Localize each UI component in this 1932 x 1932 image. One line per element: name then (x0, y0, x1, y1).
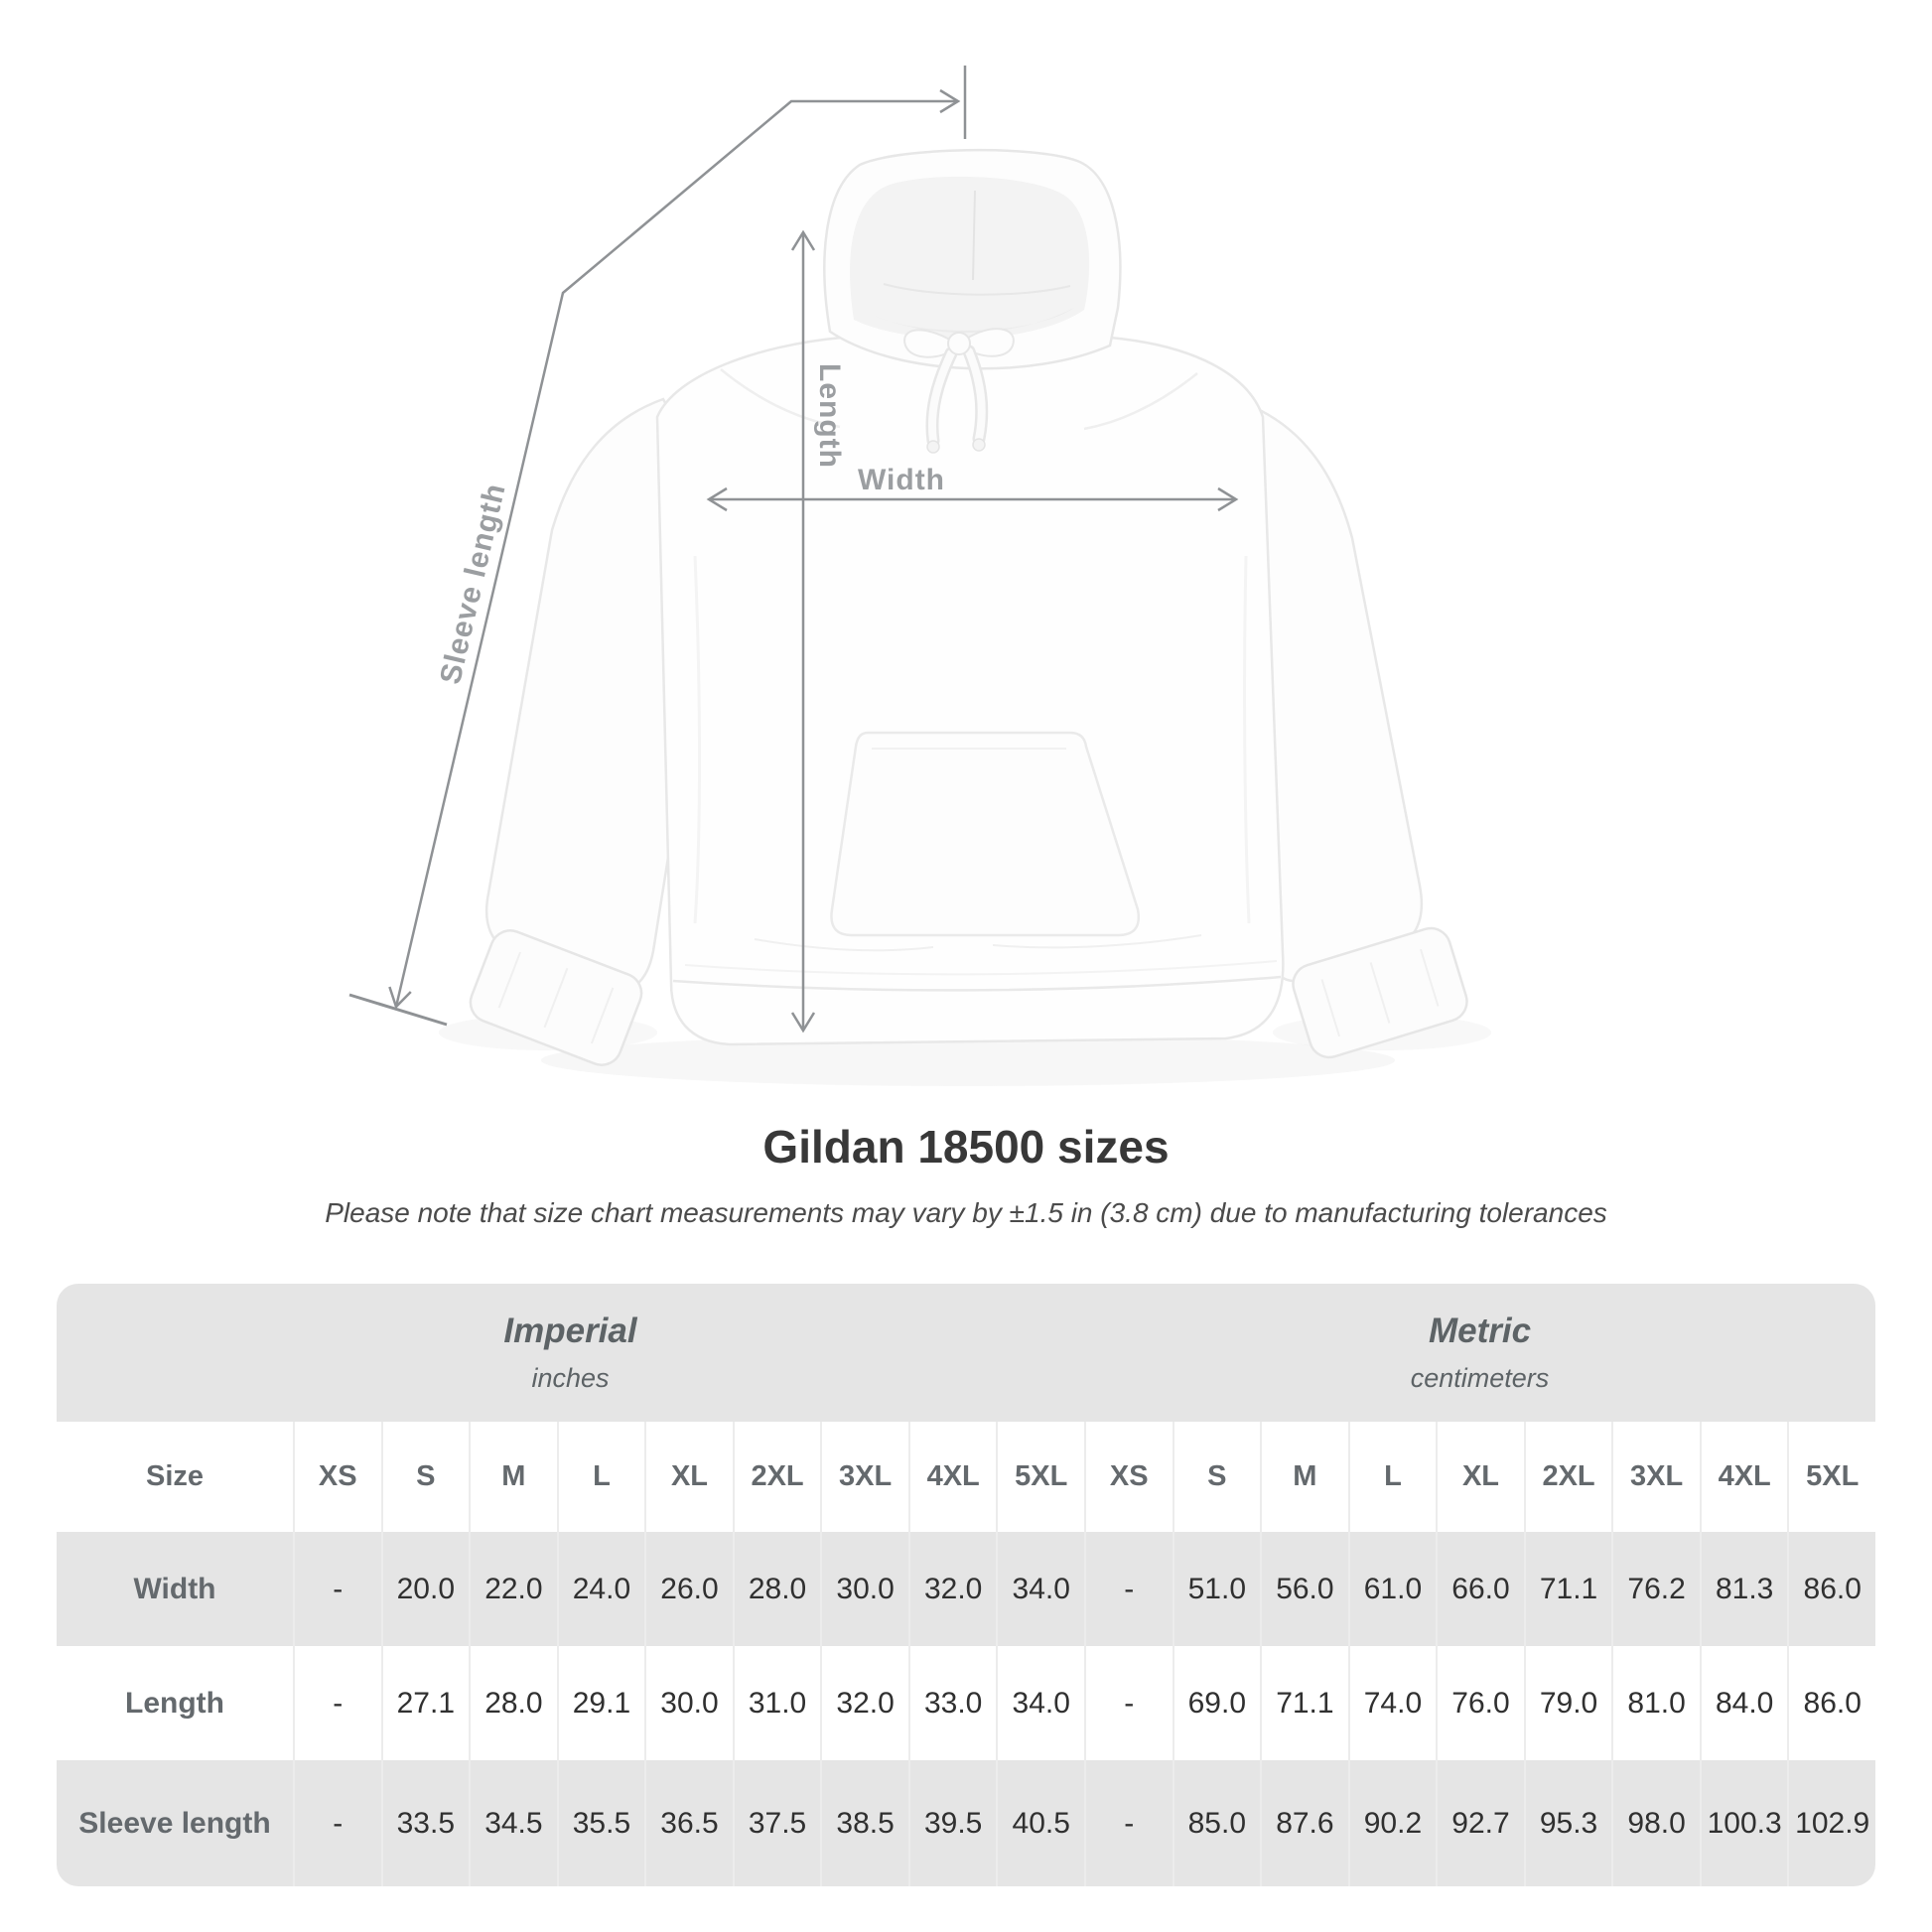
table-cell: - (293, 1646, 381, 1760)
table-cell: 86.0 (1787, 1646, 1875, 1760)
table-cell: 71.1 (1260, 1646, 1348, 1760)
centimeters-label: centimeters (1410, 1363, 1550, 1393)
table-cell: 37.5 (732, 1760, 821, 1886)
sleeve-length-arrow (388, 88, 961, 1010)
table-cell: - (293, 1760, 381, 1886)
column-header-imperial-s: S (380, 1422, 470, 1532)
column-header-metric-xs: XS (1084, 1422, 1173, 1532)
table-cell: - (293, 1532, 381, 1646)
heading-block: Gildan 18500 sizes Please note that size… (0, 1120, 1932, 1229)
table-cell: 38.5 (820, 1760, 908, 1886)
garment-shadow (541, 1035, 1395, 1086)
table-cell: 30.0 (820, 1532, 908, 1646)
table-cell: 22.0 (469, 1532, 557, 1646)
inches-label: inches (531, 1363, 610, 1393)
table-cell: 34.5 (469, 1760, 557, 1886)
column-header-imperial-xs: XS (293, 1422, 381, 1532)
column-header-metric-5xl: 5XL (1787, 1422, 1875, 1532)
table-cell: 27.1 (380, 1646, 470, 1760)
column-header-imperial-4xl: 4XL (907, 1422, 997, 1532)
column-header-metric-s: S (1172, 1422, 1261, 1532)
table-cell: 71.1 (1523, 1532, 1612, 1646)
table-cell: 36.5 (644, 1760, 733, 1886)
column-header-imperial-3xl: 3XL (820, 1422, 908, 1532)
column-header-metric-2xl: 2XL (1523, 1422, 1612, 1532)
table-cell: 39.5 (907, 1760, 997, 1886)
column-header-metric-xl: XL (1436, 1422, 1524, 1532)
table-cell: 92.7 (1436, 1760, 1524, 1886)
tolerance-note: Please note that size chart measurements… (325, 1197, 1607, 1228)
table-cell: 87.6 (1260, 1760, 1348, 1886)
table-cell: 35.5 (556, 1760, 645, 1886)
column-header-imperial-m: M (469, 1422, 557, 1532)
row-label-sleeve-length: Sleeve length (57, 1760, 293, 1886)
column-header-metric-4xl: 4XL (1699, 1422, 1788, 1532)
table-cell: - (1084, 1760, 1173, 1886)
table-cell: 95.3 (1523, 1760, 1612, 1886)
table-cell: - (1084, 1532, 1173, 1646)
table-cell: 28.0 (469, 1646, 557, 1760)
table-cell: 26.0 (644, 1532, 733, 1646)
page-title: Gildan 18500 sizes (762, 1121, 1170, 1173)
table-cell: 29.1 (556, 1646, 645, 1760)
hoodie-body (655, 336, 1285, 1046)
length-measure-label: Length (813, 363, 846, 469)
table-cell: 56.0 (1260, 1532, 1348, 1646)
table-cell: 102.9 (1787, 1760, 1875, 1886)
table-cell: 79.0 (1523, 1646, 1612, 1760)
table-cell: 33.0 (907, 1646, 997, 1760)
table-cell: 33.5 (380, 1760, 470, 1886)
row-label-length: Length (57, 1646, 293, 1760)
row-label-width: Width (57, 1532, 293, 1646)
table-cell: 69.0 (1172, 1646, 1261, 1760)
table-cell: - (1084, 1646, 1173, 1760)
table-cell: 30.0 (644, 1646, 733, 1760)
table-cell: 74.0 (1347, 1646, 1437, 1760)
table-cell: 32.0 (820, 1646, 908, 1760)
hoodie-illustration (348, 66, 1468, 1086)
table-cell: 66.0 (1436, 1532, 1524, 1646)
table-cell: 76.2 (1611, 1532, 1700, 1646)
table-cell: 34.0 (996, 1646, 1084, 1760)
width-measure-label: Width (857, 464, 946, 496)
table-cell: 100.3 (1699, 1760, 1788, 1886)
table-cell: 84.0 (1699, 1646, 1788, 1760)
column-header-imperial-2xl: 2XL (732, 1422, 821, 1532)
table-cell: 40.5 (996, 1760, 1084, 1886)
column-header-metric-l: L (1347, 1422, 1437, 1532)
hoodie-pocket (830, 731, 1141, 937)
sleeve-length-hash-tick (348, 993, 448, 1027)
table-cell: 20.0 (380, 1532, 470, 1646)
table-cell: 34.0 (996, 1532, 1084, 1646)
metric-unit-header: Metric centimeters (1084, 1284, 1875, 1422)
table-cell: 32.0 (907, 1532, 997, 1646)
table-cell: 90.2 (1347, 1760, 1437, 1886)
table-cell: 76.0 (1436, 1646, 1524, 1760)
column-header-metric-m: M (1260, 1422, 1348, 1532)
table-cell: 61.0 (1347, 1532, 1437, 1646)
table-cell: 81.3 (1699, 1532, 1788, 1646)
table-cell: 85.0 (1172, 1760, 1261, 1886)
imperial-unit-header: Imperial inches (57, 1284, 1084, 1422)
size-column-header: Size (57, 1422, 293, 1532)
hoodie-measurement-diagram: Length Width Sleeve length (348, 66, 1468, 1086)
imperial-label: Imperial (503, 1311, 637, 1350)
table-cell: 86.0 (1787, 1532, 1875, 1646)
column-header-metric-3xl: 3XL (1611, 1422, 1700, 1532)
column-header-imperial-5xl: 5XL (996, 1422, 1084, 1532)
size-chart-table: Imperial inches Metric centimeters Size … (57, 1284, 1875, 1886)
table-cell: 51.0 (1172, 1532, 1261, 1646)
table-cell: 81.0 (1611, 1646, 1700, 1760)
column-header-imperial-xl: XL (644, 1422, 733, 1532)
table-cell: 98.0 (1611, 1760, 1700, 1886)
table-cell: 31.0 (732, 1646, 821, 1760)
column-header-imperial-l: L (556, 1422, 645, 1532)
metric-label: Metric (1428, 1311, 1532, 1350)
table-cell: 28.0 (732, 1532, 821, 1646)
table-cell: 24.0 (556, 1532, 645, 1646)
